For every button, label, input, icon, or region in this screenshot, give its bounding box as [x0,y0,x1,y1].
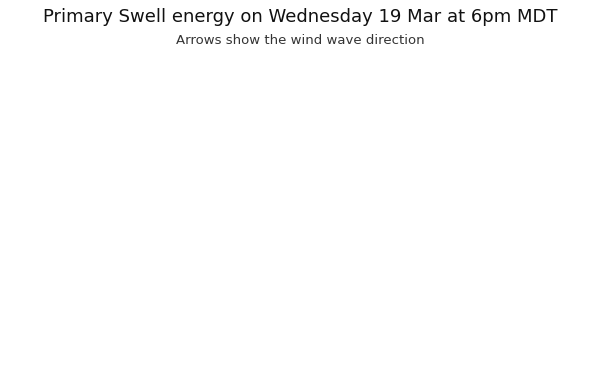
Text: Arrows show the wind wave direction: Arrows show the wind wave direction [176,34,425,46]
Text: Primary Swell energy on Wednesday 19 Mar at 6pm MDT: Primary Swell energy on Wednesday 19 Mar… [43,8,558,26]
